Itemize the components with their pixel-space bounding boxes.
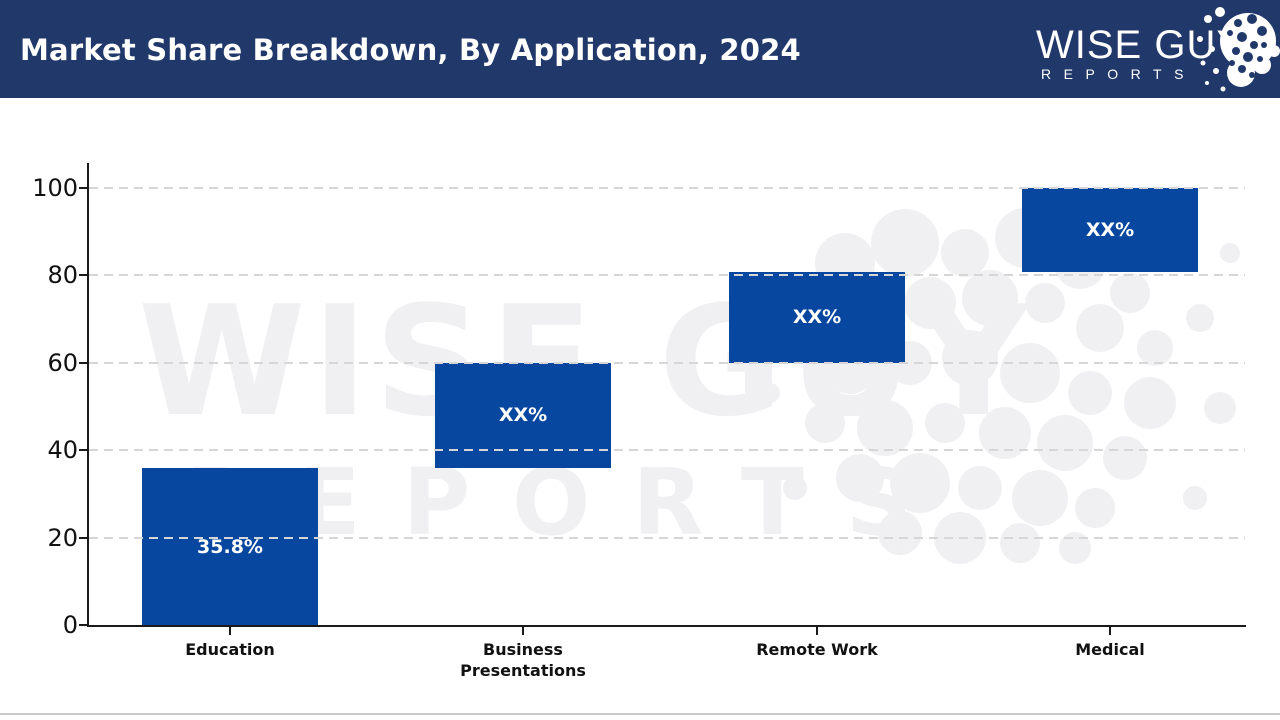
wiseguy-logo: WISE GUY REPORTS [1036, 0, 1280, 98]
gridline-20 [89, 536, 1245, 539]
y-axis-line [87, 163, 89, 627]
bar-value-label-business-presentations: XX% [498, 404, 548, 427]
bottom-divider-line [0, 713, 1280, 715]
y-tick-label-80: 80 [47, 261, 78, 289]
gridline-100 [89, 186, 1245, 189]
y-tick-0 [79, 624, 88, 626]
category-label-education: Education [185, 640, 275, 659]
logo-subtitle: REPORTS [1041, 66, 1196, 82]
chart-title: Market Share Breakdown, By Application, … [20, 33, 801, 67]
gridline-40 [89, 449, 1245, 451]
gridline-60 [89, 361, 1245, 364]
category-label-remote-work: Remote Work [756, 640, 878, 659]
y-tick-40 [79, 449, 88, 451]
y-tick-label-100: 100 [32, 173, 78, 202]
watermark-dots-pattern [760, 208, 1240, 564]
logo-face-icon [1197, 7, 1280, 92]
bar-medical [1022, 187, 1198, 273]
x-tick-remote-work [816, 627, 818, 635]
y-tick-100 [79, 186, 88, 189]
bar-value-label-remote-work: XX% [792, 306, 842, 329]
category-label-medical: Medical [1075, 640, 1145, 659]
bar-value-label-education: 35.8% [197, 535, 263, 558]
y-tick-80 [79, 274, 88, 276]
y-tick-label-0: 0 [62, 611, 78, 639]
gridline-80 [89, 274, 1245, 276]
category-label-business-presentations: Business Presentations [460, 640, 586, 680]
y-tick-label-20: 20 [47, 523, 78, 552]
y-tick-20 [79, 536, 88, 539]
bar-remote-work [729, 272, 905, 363]
bar-value-label-medical: XX% [1085, 218, 1135, 241]
bar-education [142, 468, 318, 625]
y-tick-60 [79, 361, 88, 364]
header-bar: Market Share Breakdown, By Application, … [0, 0, 1280, 98]
y-tick-label-40: 40 [47, 436, 78, 464]
x-axis-line [87, 625, 1246, 627]
x-tick-medical [1109, 627, 1111, 635]
logo-wordmark: WISE GUY [1036, 23, 1245, 67]
x-tick-education [229, 627, 231, 635]
x-tick-business-presentations [522, 627, 524, 635]
y-tick-label-60: 60 [47, 348, 78, 377]
